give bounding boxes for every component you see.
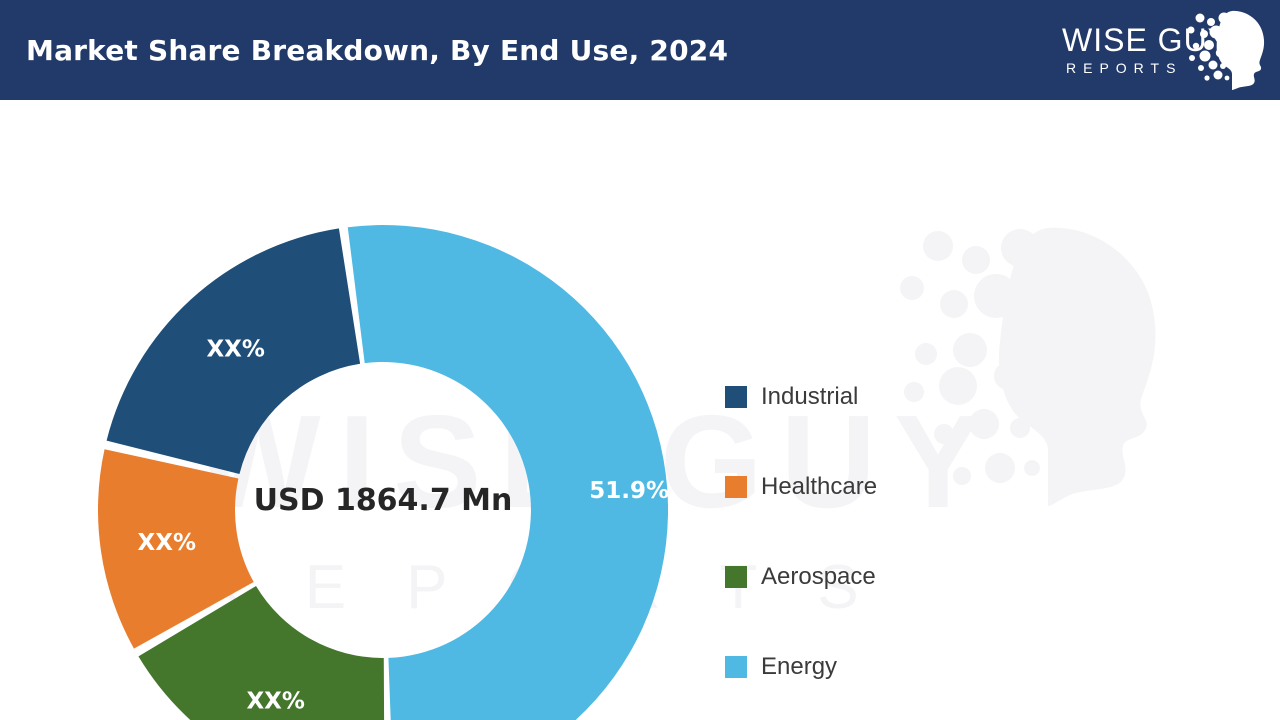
- donut-slices: [98, 225, 668, 720]
- legend-swatch: [725, 566, 747, 588]
- chart-body: WISE GUY REPORTS: [0, 100, 1280, 720]
- chart-legend: Industrial Healthcare Aerospace Energy: [725, 352, 985, 712]
- legend-swatch: [725, 476, 747, 498]
- donut-slice-label-industrial: XX%: [206, 337, 265, 363]
- brand-logo: WISE GUY REPORTS: [1044, 6, 1274, 94]
- donut-center-value: USD 1864.7 Mn: [253, 483, 513, 518]
- legend-swatch: [725, 656, 747, 678]
- donut-slice-labels: 51.9% XX% XX% XX%: [138, 337, 668, 715]
- legend-item[interactable]: Aerospace: [725, 532, 985, 622]
- legend-label: Healthcare: [761, 473, 878, 500]
- legend-label: Energy: [761, 653, 838, 680]
- header-bar: Market Share Breakdown, By End Use, 2024…: [0, 0, 1280, 100]
- donut-slice-label-aerospace: XX%: [246, 688, 305, 714]
- page-title: Market Share Breakdown, By End Use, 2024: [26, 34, 729, 67]
- legend-swatch: [725, 386, 747, 408]
- donut-slice-healthcare[interactable]: [98, 449, 254, 649]
- logo-subword: REPORTS: [1066, 60, 1183, 76]
- legend-item[interactable]: Industrial: [725, 352, 985, 442]
- legend-item[interactable]: Healthcare: [725, 442, 985, 532]
- donut-chart: 51.9% XX% XX% XX% USD 1864.7 Mn: [98, 225, 668, 720]
- legend-label: Aerospace: [761, 563, 876, 590]
- donut-slice-label-energy: 51.9%: [589, 478, 668, 504]
- logo-wordmark: WISE GUY: [1062, 22, 1231, 58]
- donut-slice-aerospace[interactable]: [138, 586, 385, 720]
- donut-slice-label-healthcare: XX%: [138, 530, 197, 556]
- donut-slice-energy[interactable]: [347, 225, 668, 720]
- donut-slice-industrial[interactable]: [106, 228, 361, 474]
- legend-item[interactable]: Energy: [725, 622, 985, 712]
- head-dots-logo-icon: [1187, 10, 1265, 91]
- legend-label: Industrial: [761, 383, 859, 410]
- donut-chart-svg: 51.9% XX% XX% XX%: [98, 225, 668, 720]
